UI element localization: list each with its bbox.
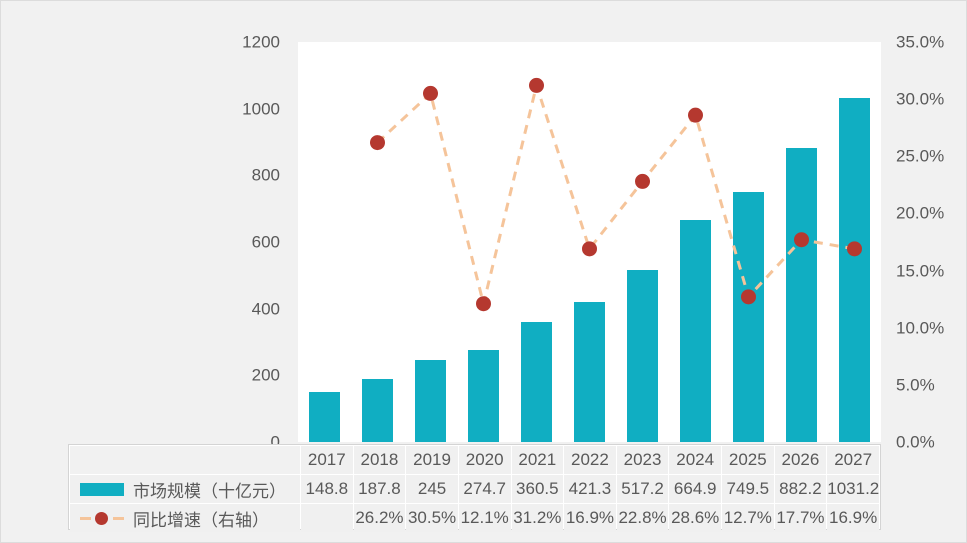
right-axis-tick: 35.0%	[896, 32, 945, 52]
left-axis-tick: 400	[251, 299, 280, 319]
table-header-cell: 2018	[353, 446, 406, 474]
data-table: 2017 2018 2019 2020 2021 2022 2023 2024 2025 2026…	[68, 444, 881, 533]
table-header-cell: 2024	[669, 446, 721, 474]
table-value-cell	[301, 504, 353, 532]
data-table-grid: 2017 2018 2019 2020 2021 2022 2023 2024 2025 2026…	[69, 445, 880, 533]
table-value-cell: 882.2	[774, 475, 827, 503]
table-corner-cell	[70, 446, 300, 474]
right-axis-tick: 0.0%	[896, 432, 935, 452]
growth-line-marker	[370, 135, 385, 151]
table-value-cell: 30.5%	[406, 504, 458, 532]
right-axis-tick: 20.0%	[896, 203, 945, 223]
left-axis-tick: 0	[270, 432, 280, 452]
table-header-cell: 2025	[722, 446, 774, 474]
table-value-cell: 274.7	[458, 475, 511, 503]
bar	[520, 321, 552, 442]
left-axis-tick: 200	[251, 365, 280, 385]
left-value-axis: 0 200 400 600 800 1000 1200	[1, 1, 289, 542]
legend-line-swatch-icon	[80, 511, 124, 525]
legend-label: 市场规模（十亿元）	[133, 481, 286, 501]
bar	[785, 147, 817, 442]
table-value-cell: 16.9%	[564, 504, 616, 532]
table-value-cell: 26.2%	[353, 504, 406, 532]
table-header-cell: 2026	[774, 446, 827, 474]
table-value-cell: 421.3	[564, 475, 616, 503]
right-axis-tick: 30.0%	[896, 89, 945, 109]
growth-line-marker	[529, 77, 544, 93]
growth-line-marker	[794, 232, 809, 248]
left-axis-tick: 1200	[242, 32, 280, 52]
growth-line-marker	[582, 241, 597, 257]
table-header-cell: 2021	[511, 446, 564, 474]
bar	[732, 192, 764, 442]
table-header-cell: 2023	[616, 446, 669, 474]
plot-area	[298, 42, 881, 442]
table-value-cell: 12.7%	[722, 504, 774, 532]
table-value-cell: 1031.2	[827, 475, 879, 503]
growth-line-series	[370, 77, 862, 312]
table-header-row: 2017 2018 2019 2020 2021 2022 2023 2024 2025 2026…	[70, 446, 879, 474]
bar	[679, 220, 711, 442]
growth-line-path	[376, 79, 855, 305]
table-header-cell: 2020	[458, 446, 511, 474]
right-axis-tick: 25.0%	[896, 146, 945, 166]
left-axis-tick: 600	[251, 232, 280, 252]
left-axis-tick: 1000	[242, 99, 280, 119]
bar	[838, 98, 870, 442]
table-header-cell: 2017	[301, 446, 353, 474]
table-value-cell: 148.8	[301, 475, 353, 503]
table-header-cell: 2022	[564, 446, 616, 474]
table-value-cell: 187.8	[353, 475, 406, 503]
right-axis-tick: 15.0%	[896, 261, 945, 281]
table-value-cell: 517.2	[616, 475, 669, 503]
table-value-cell: 245	[406, 475, 458, 503]
table-value-cell: 28.6%	[669, 504, 721, 532]
legend-label: 同比增速（右轴）	[133, 510, 269, 530]
growth-line-marker	[688, 107, 703, 123]
table-value-cell: 12.1%	[458, 504, 511, 532]
legend-cell[interactable]: 市场规模（十亿元）	[70, 475, 300, 503]
table-value-cell: 17.7%	[774, 504, 827, 532]
table-value-cell: 664.9	[669, 475, 721, 503]
table-value-cell: 360.5	[511, 475, 564, 503]
bar	[361, 379, 393, 442]
legend-cell[interactable]: 同比增速（右轴）	[70, 504, 300, 532]
table-value-cell: 16.9%	[827, 504, 879, 532]
table-header-cell: 2027	[827, 446, 879, 474]
growth-line-marker	[741, 289, 756, 305]
table-value-cell: 31.2%	[511, 504, 564, 532]
bar	[573, 301, 605, 442]
bar	[308, 392, 340, 442]
legend-bar-swatch-icon	[80, 482, 124, 496]
left-axis-tick: 800	[251, 165, 280, 185]
right-axis-tick: 10.0%	[896, 318, 945, 338]
bar	[626, 269, 658, 442]
table-row: 同比增速（右轴） 26.2% 30.5% 12.1% 31.2% 16.9% 22.8% 28…	[70, 504, 879, 532]
table-value-cell: 22.8%	[616, 504, 669, 532]
right-axis-tick: 5.0%	[896, 375, 935, 395]
table-row: 市场规模（十亿元） 148.8 187.8 245 274.7 360.5 421.3 517…	[70, 475, 879, 503]
growth-line-marker	[635, 173, 650, 189]
table-header-cell: 2019	[406, 446, 458, 474]
table-value-cell: 749.5	[722, 475, 774, 503]
right-percent-axis: 0.0% 5.0% 10.0% 15.0% 20.0% 25.0% 30.0% 35.0%	[889, 1, 966, 542]
bar	[467, 350, 499, 442]
bar	[414, 360, 446, 442]
growth-line-marker	[476, 296, 491, 312]
growth-line-marker	[423, 85, 438, 101]
growth-line-marker	[847, 241, 862, 257]
